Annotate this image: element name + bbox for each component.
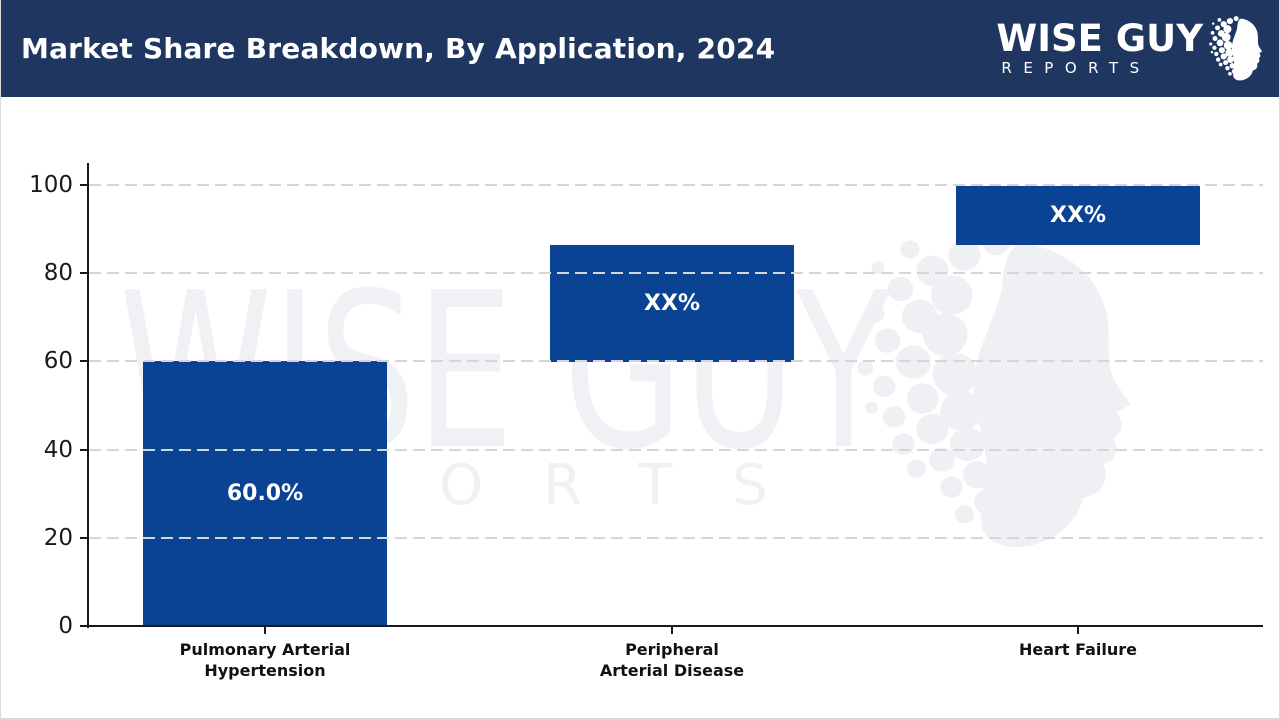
logo-subtext: REPORTS (1001, 59, 1151, 78)
bar-value-label: 60.0% (226, 481, 304, 506)
y-tick-label: 40 (43, 437, 73, 463)
wiseguy-head-icon (1209, 15, 1263, 80)
y-tick-label: 0 (58, 613, 73, 639)
x-tick-label-line: Peripheral (625, 640, 719, 659)
bar-pulmonary-arterial-hypertension: 60.0% (143, 361, 387, 626)
y-tick-mark (80, 360, 88, 362)
y-tick-label: 80 (43, 260, 73, 286)
x-tick-label-peripheral-arterial-disease: Peripheral Arterial Disease (507, 639, 837, 681)
x-axis-line (87, 625, 1263, 627)
x-tick-label-line: Heart Failure (1018, 640, 1138, 659)
gridline-20 (89, 537, 1263, 539)
y-tick-label: 100 (29, 172, 73, 198)
y-tick-mark (80, 449, 88, 451)
x-tick-mark (264, 627, 266, 634)
watermark-head-icon (857, 231, 1131, 548)
x-tick-mark (671, 627, 673, 634)
x-tick-label-line: Arterial Disease (599, 661, 745, 680)
y-tick-mark (80, 272, 88, 274)
wiseguy-logo: WISE GUY REPORTS (996, 0, 1269, 97)
x-tick-label-line: Hypertension (204, 661, 326, 680)
wiseguy-logo-text: WISE GUY REPORTS (996, 16, 1203, 78)
bar-value-label: XX% (644, 291, 700, 316)
header: Market Share Breakdown, By Application, … (1, 0, 1279, 97)
x-tick-label-pulmonary-arterial-hypertension: Pulmonary Arterial Hypertension (100, 639, 430, 681)
page-title: Market Share Breakdown, By Application, … (21, 32, 776, 65)
gridline-80 (89, 272, 1263, 274)
y-tick-mark (80, 537, 88, 539)
y-tick-label: 60 (43, 348, 73, 374)
gridline-60 (89, 360, 1263, 362)
y-axis-line (87, 163, 89, 628)
x-tick-label-line: Pulmonary Arterial (179, 640, 351, 659)
y-tick-label: 20 (43, 525, 73, 551)
bar-heart-failure: XX% (956, 186, 1200, 245)
bar-peripheral-arterial-disease: XX% (550, 245, 794, 362)
x-tick-mark (1077, 627, 1079, 634)
x-tick-label-heart-failure: Heart Failure (913, 639, 1243, 660)
y-tick-mark (80, 184, 88, 186)
y-tick-mark (80, 625, 88, 627)
bar-value-label: XX% (1050, 203, 1106, 228)
logo-wordmark: WISE GUY (996, 16, 1203, 60)
gridline-100 (89, 184, 1263, 186)
gridline-40 (89, 449, 1263, 451)
